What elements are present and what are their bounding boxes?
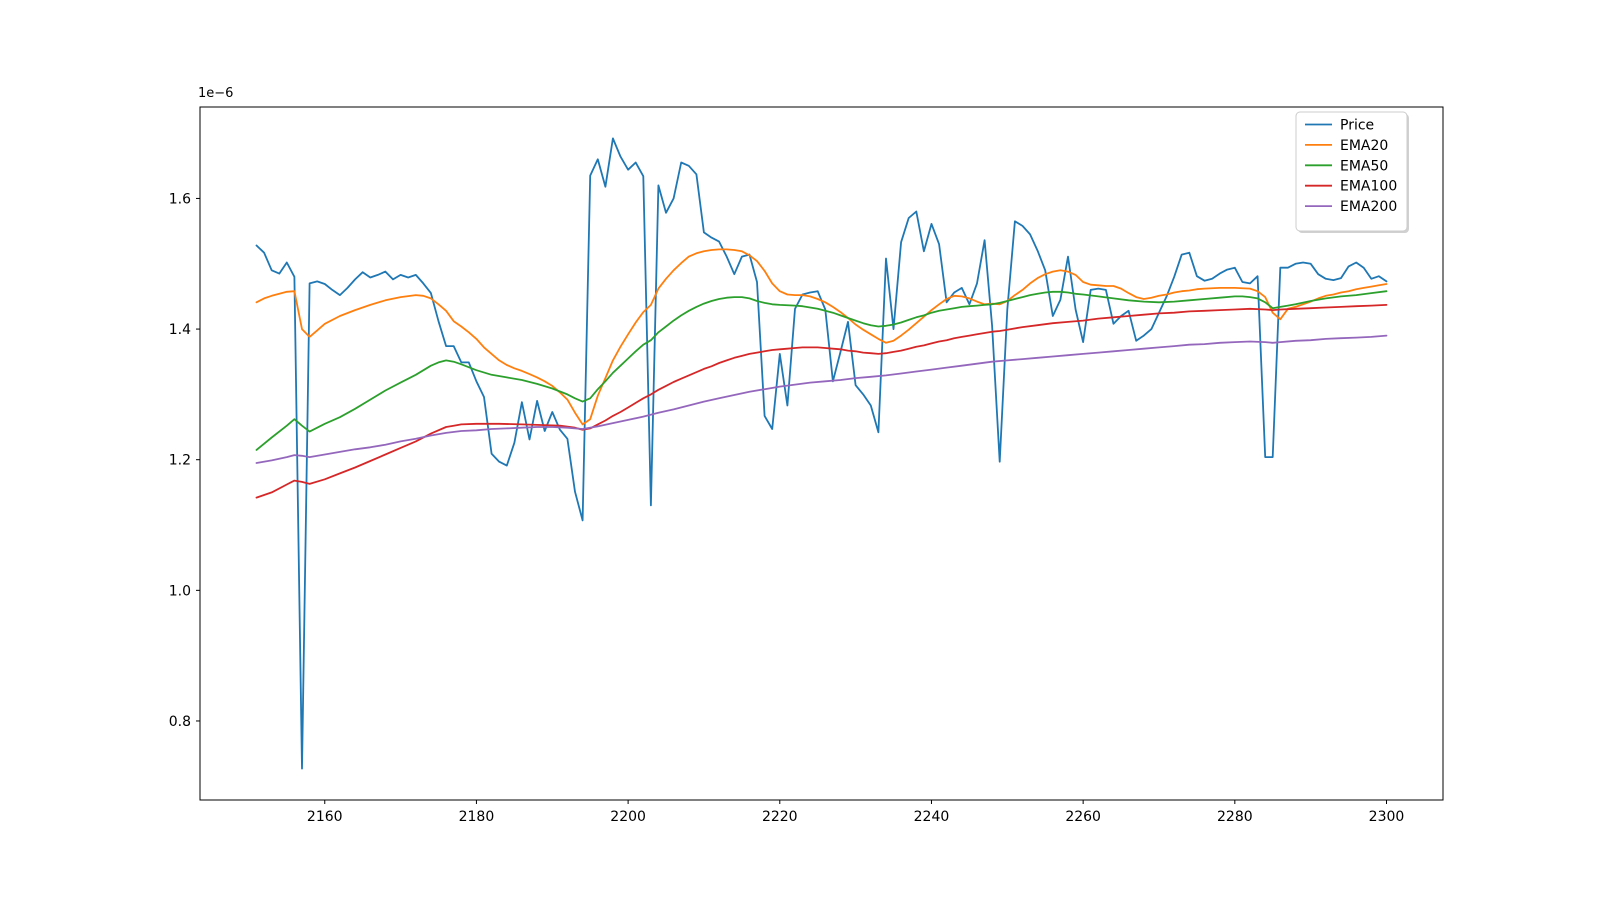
axes-frame <box>199 106 1444 801</box>
legend-label-ema100: EMA100 <box>1340 179 1397 195</box>
y-tick-label: 1.0 <box>169 583 191 599</box>
series-line-price <box>255 137 1388 770</box>
legend-label-ema20: EMA20 <box>1340 138 1388 154</box>
data-series <box>255 137 1388 770</box>
legend-frame <box>1295 111 1408 232</box>
x-tick-label: 2260 <box>1065 809 1101 825</box>
x-tick-label: 2280 <box>1217 809 1253 825</box>
y-tick-label: 1.6 <box>169 191 191 207</box>
x-tick-label: 2300 <box>1369 809 1405 825</box>
axis-tick-labels: 2160 2180 2200 2220 2240 2260 2280 2300 0.8 1.0 1.… <box>169 191 1405 825</box>
y-tick-label: 1.2 <box>169 453 191 469</box>
y-tick-label: 1.4 <box>169 322 191 338</box>
axis-ticks <box>196 197 1387 804</box>
x-tick-label: 2160 <box>307 809 343 825</box>
legend-label-ema50: EMA50 <box>1340 158 1388 174</box>
y-axis-offset-label: 1e−6 <box>198 86 233 101</box>
x-tick-label: 2240 <box>914 809 950 825</box>
x-tick-label: 2200 <box>610 809 646 825</box>
series-line-ema20 <box>255 248 1388 426</box>
series-line-ema100 <box>255 304 1388 499</box>
legend-label-ema200: EMA200 <box>1340 199 1397 215</box>
legend-label-price: Price <box>1340 118 1374 134</box>
legend-box: Price EMA20 EMA50 EMA100 EMA200 <box>1295 111 1409 233</box>
x-tick-label: 2220 <box>762 809 798 825</box>
x-tick-label: 2180 <box>459 809 495 825</box>
series-line-ema50 <box>255 290 1388 451</box>
y-tick-label: 0.8 <box>169 714 191 730</box>
series-line-ema200 <box>255 334 1388 464</box>
